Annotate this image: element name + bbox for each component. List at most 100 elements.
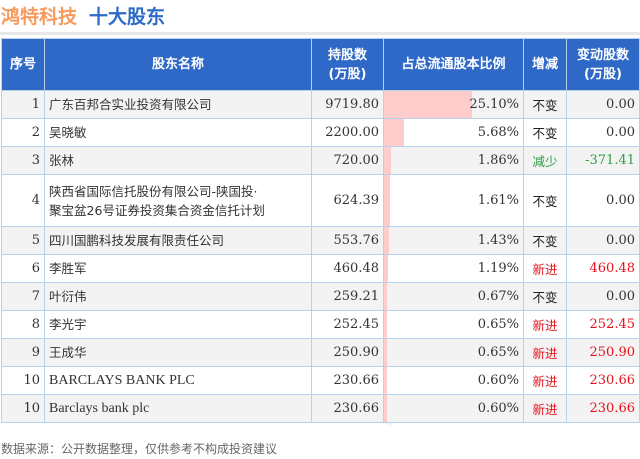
shares-held: 259.21: [311, 282, 384, 311]
table-row: 10 Barclays bank plc 230.66 0.60% 新进 230.66: [1, 394, 640, 423]
shareholder-name: 陕西省国际信托股份有限公司-陕国投· 聚宝盆26号证券投资集合资金信托计划: [44, 174, 312, 227]
shareholder-name: 李胜军: [44, 254, 312, 283]
header-shares: 持股数 (万股): [311, 38, 384, 91]
table-row: 2 吴晓敏 2200.00 5.68% 不变 0.00: [1, 118, 640, 147]
float-ratio: 0.65%: [383, 338, 524, 367]
shareholder-name: 吴晓敏: [44, 118, 312, 147]
shares-held: 230.66: [311, 394, 384, 423]
change-shares: 230.66: [566, 394, 640, 423]
change-shares: 252.45: [566, 310, 640, 339]
ratio-bar: [384, 119, 404, 146]
header-name: 股东名称: [44, 38, 312, 91]
float-ratio: 0.65%: [383, 310, 524, 339]
header-ratio: 占总流通股本比例: [383, 38, 524, 91]
change-shares: 460.48: [566, 254, 640, 283]
shareholder-name: BARCLAYS BANK PLC: [44, 366, 312, 395]
ratio-bar: [384, 91, 472, 118]
data-source-note: 数据来源：公开数据整理，仅供参考不构成投资建议: [1, 442, 278, 456]
shareholder-name: Barclays bank plc: [44, 394, 312, 423]
shares-held: 230.66: [311, 366, 384, 395]
header-index: 序号: [1, 38, 45, 91]
shares-held: 9719.80: [311, 90, 384, 119]
shares-held: 250.90: [311, 338, 384, 367]
row-index: 8: [1, 310, 45, 339]
table-row: 1 广东百邦合实业投资有限公司 9719.80 25.10% 不变 0.00: [1, 90, 640, 119]
row-index: 9: [1, 338, 45, 367]
change-status: 不变: [523, 226, 567, 255]
table-row: 7 叶衍伟 259.21 0.67% 不变 0.00: [1, 282, 640, 311]
ratio-bar: [384, 283, 387, 310]
row-index: 4: [1, 174, 45, 227]
change-status: 不变: [523, 282, 567, 311]
row-index: 7: [1, 282, 45, 311]
change-shares: 0.00: [566, 174, 640, 227]
table-row: 4 陕西省国际信托股份有限公司-陕国投· 聚宝盆26号证券投资集合资金信托计划 624…: [1, 174, 640, 227]
shares-held: 460.48: [311, 254, 384, 283]
change-shares: 250.90: [566, 338, 640, 367]
shareholder-name: 叶衍伟: [44, 282, 312, 311]
title-divider: [0, 32, 640, 35]
ratio-bar: [384, 227, 389, 254]
change-status: 新进: [523, 254, 567, 283]
top-shareholders-table: 序号 股东名称 持股数 (万股) 占总流通股本比例 增减 变动股数 (万股) 1 广东…: [1, 38, 640, 423]
change-shares: 0.00: [566, 90, 640, 119]
row-index: 5: [1, 226, 45, 255]
float-ratio: 0.60%: [383, 366, 524, 395]
ratio-bar: [384, 311, 387, 338]
shareholder-name: 李光宇: [44, 310, 312, 339]
table-row: 8 李光宇 252.45 0.65% 新进 252.45: [1, 310, 640, 339]
change-status: 新进: [523, 394, 567, 423]
ratio-bar: [384, 255, 389, 282]
table-row: 9 王成华 250.90 0.65% 新进 250.90: [1, 338, 640, 367]
change-status: 新进: [523, 338, 567, 367]
change-status: 新进: [523, 310, 567, 339]
ratio-bar: [384, 147, 391, 174]
change-shares: 0.00: [566, 226, 640, 255]
row-index: 10: [1, 366, 45, 395]
shareholder-name: 四川国鹏科技发展有限责任公司: [44, 226, 312, 255]
float-ratio: 25.10%: [383, 90, 524, 119]
float-ratio: 1.61%: [383, 174, 524, 227]
page-title: 鸿特科技 十大股东: [1, 2, 165, 30]
change-status: 不变: [523, 118, 567, 147]
change-shares: 0.00: [566, 118, 640, 147]
header-change: 增减: [523, 38, 567, 91]
header-delta: 变动股数 (万股): [566, 38, 640, 91]
change-status: 新进: [523, 366, 567, 395]
table-header-row: 序号 股东名称 持股数 (万股) 占总流通股本比例 增减 变动股数 (万股): [1, 38, 640, 91]
change-status: 减少: [523, 146, 567, 175]
row-index: 10: [1, 394, 45, 423]
shareholder-name: 广东百邦合实业投资有限公司: [44, 90, 312, 119]
float-ratio: 0.60%: [383, 394, 524, 423]
float-ratio: 0.67%: [383, 282, 524, 311]
ratio-bar: [384, 367, 387, 394]
shares-held: 624.39: [311, 174, 384, 227]
float-ratio: 5.68%: [383, 118, 524, 147]
row-index: 3: [1, 146, 45, 175]
shares-held: 720.00: [311, 146, 384, 175]
change-shares: 0.00: [566, 282, 640, 311]
change-status: 不变: [523, 174, 567, 227]
float-ratio: 1.43%: [383, 226, 524, 255]
shareholder-name: 张林: [44, 146, 312, 175]
section-title: 十大股东: [89, 6, 166, 28]
float-ratio: 1.19%: [383, 254, 524, 283]
change-status: 不变: [523, 90, 567, 119]
row-index: 2: [1, 118, 45, 147]
float-ratio: 1.86%: [383, 146, 524, 175]
table-row: 10 BARCLAYS BANK PLC 230.66 0.60% 新进 230.66: [1, 366, 640, 395]
table-row: 3 张林 720.00 1.86% 减少 -371.41: [1, 146, 640, 175]
shareholder-name: 王成华: [44, 338, 312, 367]
shares-held: 252.45: [311, 310, 384, 339]
table-row: 6 李胜军 460.48 1.19% 新进 460.48: [1, 254, 640, 283]
ratio-bar: [384, 395, 387, 422]
row-index: 6: [1, 254, 45, 283]
table-row: 5 四川国鹏科技发展有限责任公司 553.76 1.43% 不变 0.00: [1, 226, 640, 255]
change-shares: -371.41: [566, 146, 640, 175]
row-index: 1: [1, 90, 45, 119]
ratio-bar: [384, 339, 387, 366]
change-shares: 230.66: [566, 366, 640, 395]
shares-held: 2200.00: [311, 118, 384, 147]
ratio-bar: [384, 175, 390, 226]
company-name: 鸿特科技: [1, 6, 78, 28]
